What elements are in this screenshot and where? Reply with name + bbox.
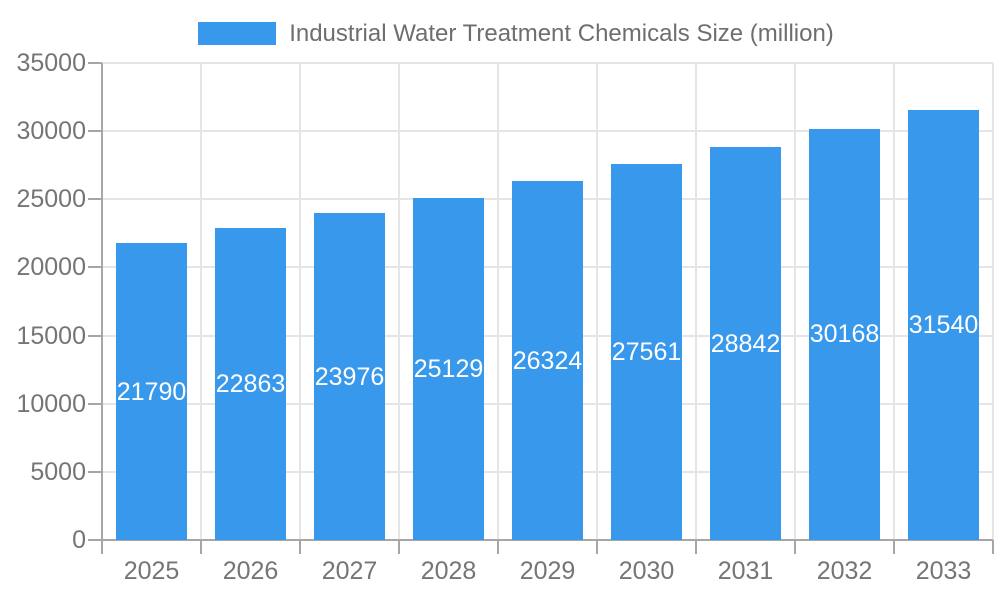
y-axis-tick [88,470,102,473]
x-axis-tick-label: 2027 [321,557,378,585]
x-axis-tick [101,540,103,554]
x-gridline [299,63,301,540]
y-gridline [102,62,993,64]
y-axis-tick-label: 35000 [16,49,86,77]
x-gridline [200,63,202,540]
bar[interactable] [116,243,187,540]
y-axis-tick-label: 25000 [16,185,86,214]
x-axis-tick-label: 2030 [618,557,675,585]
bar[interactable] [512,181,583,540]
y-axis-tick [88,198,102,201]
x-axis-tick [497,540,499,554]
bar[interactable] [314,213,385,540]
x-gridline [596,63,598,540]
y-axis-tick-label: 20000 [16,253,86,282]
y-axis-tick-label: 15000 [16,321,86,350]
x-axis-tick-label: 2031 [717,557,774,585]
bar[interactable] [413,197,484,540]
x-gridline [794,63,796,540]
bar[interactable] [710,146,781,540]
x-axis-tick-label: 2025 [123,557,180,585]
legend[interactable]: Industrial Water Treatment Chemicals Siz… [0,20,1000,47]
y-axis-tick [88,266,102,269]
y-gridline [102,130,993,133]
x-gridline [695,63,697,540]
x-axis-tick [794,540,796,554]
x-axis-tick-label: 2033 [915,557,972,585]
y-axis-tick [88,402,102,405]
y-axis-line [101,63,103,540]
x-axis-tick-label: 2026 [222,557,279,585]
x-axis-line [102,539,993,541]
bar[interactable] [809,128,880,540]
y-axis-tick-label: 5000 [30,457,86,486]
x-gridline [992,63,994,540]
y-axis-tick-label: 10000 [16,389,86,418]
bar[interactable] [215,228,286,540]
x-axis-tick [596,540,598,554]
x-gridline [893,63,895,540]
y-axis-tick [88,539,102,541]
legend-swatch-icon [198,22,277,45]
x-gridline [398,63,400,540]
y-axis-tick-label: 0 [72,526,86,554]
x-axis-tick-label: 2029 [519,557,576,585]
x-axis-tick-label: 2032 [816,557,873,585]
x-gridline [497,63,499,540]
y-axis-tick-label: 30000 [16,117,86,146]
x-axis-tick [992,540,994,554]
x-axis-tick [695,540,697,554]
legend-label: Industrial Water Treatment Chemicals Siz… [289,20,834,47]
bar[interactable] [611,164,682,540]
x-axis-tick [200,540,202,554]
x-axis-tick-label: 2028 [420,557,477,585]
bar[interactable] [908,110,979,540]
x-axis-tick [398,540,400,554]
y-axis-tick [88,62,102,64]
x-axis-tick [299,540,301,554]
y-axis-tick [88,130,102,133]
x-axis-tick [893,540,895,554]
y-axis-tick [88,334,102,337]
